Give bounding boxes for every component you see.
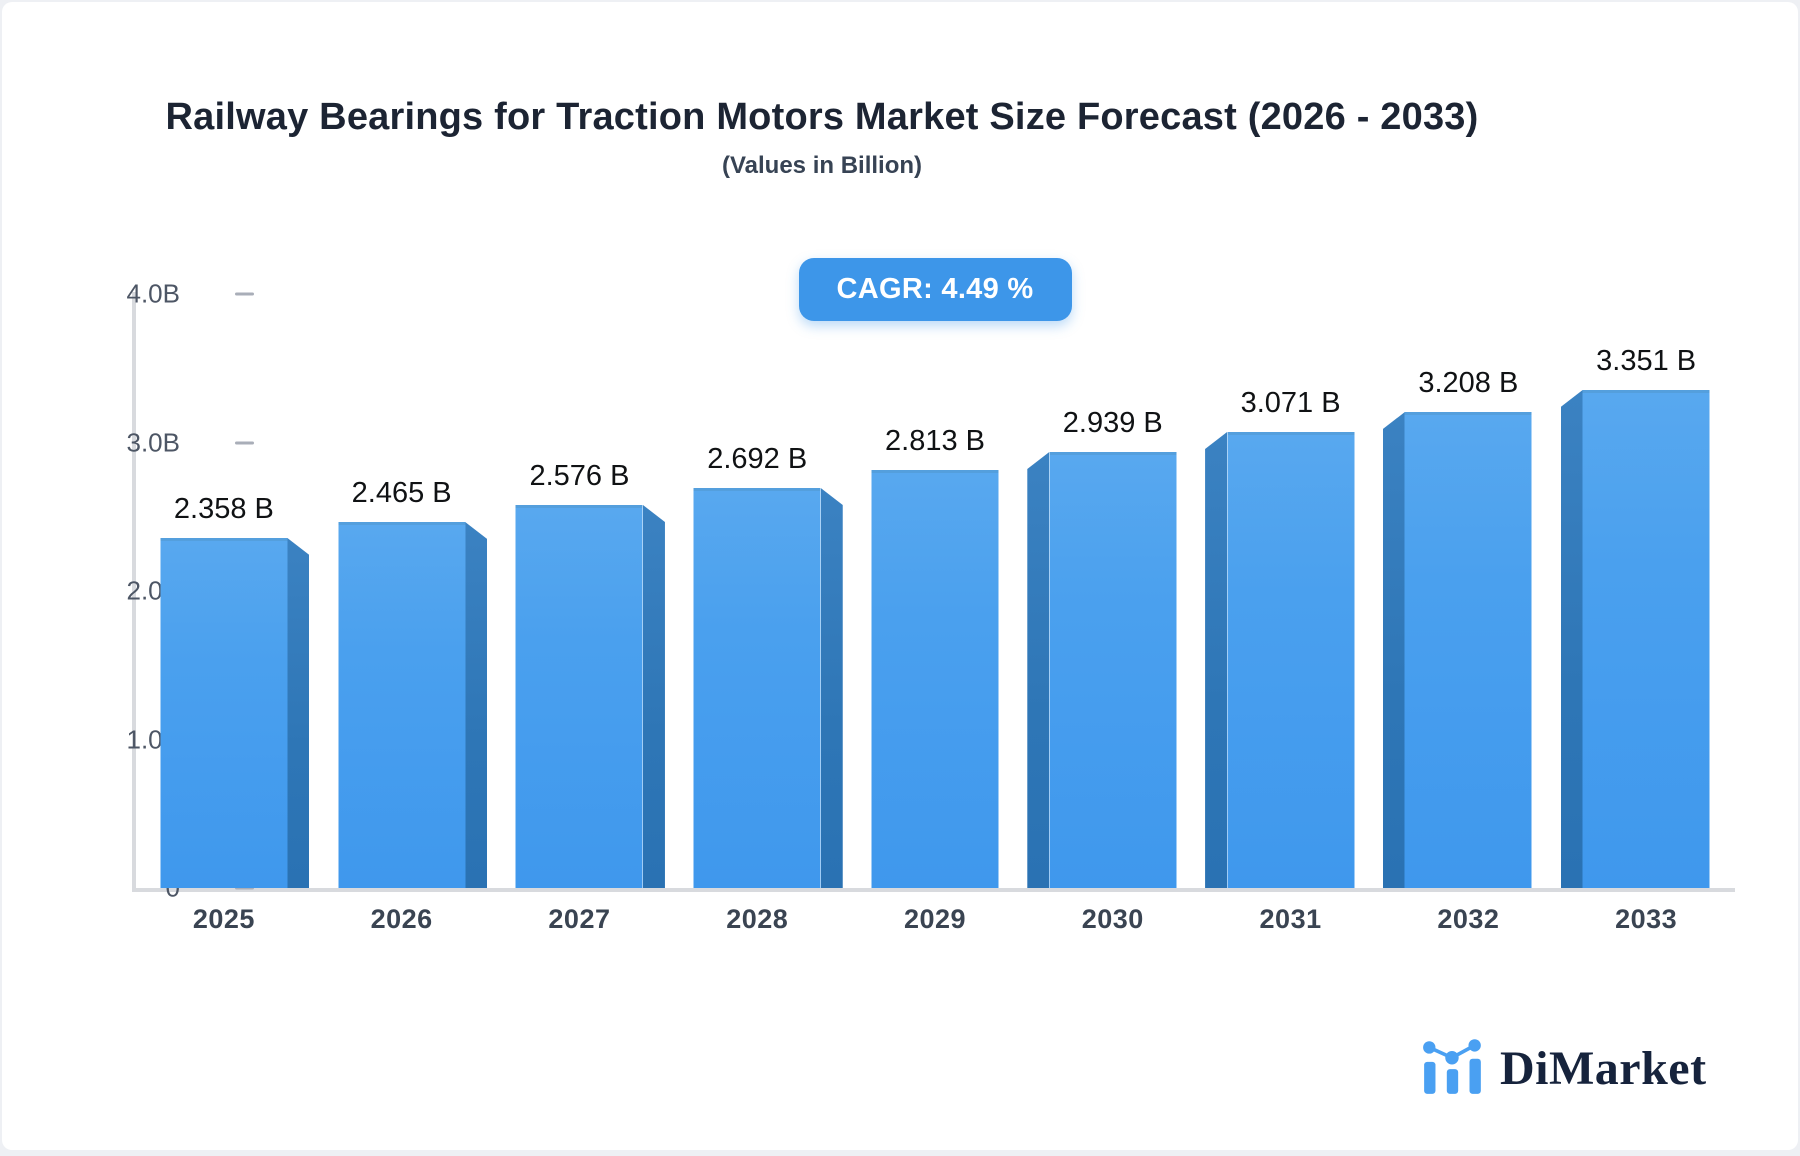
y-axis-line [132, 292, 136, 891]
bar-2025[interactable] [160, 538, 288, 888]
bar-slot-2033: 3.351 B 2033 [1557, 294, 1735, 934]
y-tick-dash [235, 292, 254, 296]
bar-2027[interactable] [515, 505, 643, 888]
brand-logo[interactable]: DiMarket [1420, 1036, 1707, 1101]
page-title: Railway Bearings for Traction Motors Mar… [165, 96, 1479, 138]
y-tick-dash [235, 886, 254, 890]
bar-2033[interactable] [1582, 390, 1710, 888]
bar-slot-2026: 2.465 B 2026 [313, 294, 491, 934]
x-axis-label-2033: 2033 [1615, 904, 1678, 934]
bar-value-label: 2.813 B [885, 425, 986, 457]
x-axis-label-2026: 2026 [370, 904, 433, 934]
x-axis-label-2030: 2030 [1081, 904, 1144, 934]
x-axis-label-2032: 2032 [1437, 904, 1500, 934]
bar-3d-side [465, 522, 488, 888]
cagr-badge: CAGR: 4.49 % [798, 258, 1072, 321]
bar-slot-2031: 3.071 B 2031 [1202, 294, 1380, 934]
bar-3d-side [1205, 432, 1228, 888]
bar-3d-side [820, 488, 843, 888]
chart-subtitle: (Values in Billion) [721, 152, 923, 179]
bar-slot-2027: 2.576 B 2027 [491, 294, 669, 934]
brand-chart-icon [1420, 1036, 1486, 1101]
x-axis-label-2025: 2025 [192, 904, 255, 934]
y-tick-label: 3.0B [126, 427, 181, 457]
bar-slot-2032: 3.208 B 2032 [1379, 294, 1557, 934]
x-axis-label-2031: 2031 [1259, 904, 1322, 934]
x-axis-label-2028: 2028 [726, 904, 789, 934]
x-axis-label-2027: 2027 [548, 904, 611, 934]
bar-value-label: 2.358 B [173, 493, 274, 525]
bar-3d-side [1027, 452, 1050, 888]
y-tick-label: 4.0B [126, 278, 181, 309]
cagr-badge-row: CAGR: 4.49 % [135, 258, 1735, 321]
bar-value-label: 2.576 B [529, 460, 630, 492]
bar-2029[interactable] [871, 470, 999, 888]
bar-value-label: 2.692 B [707, 443, 808, 475]
bar-2026[interactable] [338, 522, 466, 888]
bar-2031[interactable] [1227, 432, 1355, 888]
bars-container: 2.358 B 2025 2.465 B 2026 2.576 B 2027 2.692 B… [135, 294, 1735, 934]
bar-slot-2025: 2.358 B 2025 [135, 294, 313, 934]
bar-3d-side [1382, 412, 1405, 888]
brand-name: DiMarket [1500, 1042, 1707, 1095]
bar-slot-2029: 2.813 B 2029 [846, 294, 1024, 934]
bar-value-label: 2.465 B [351, 477, 452, 509]
bar-2028[interactable] [693, 488, 821, 888]
bar-slot-2030: 2.939 B 2030 [1024, 294, 1202, 934]
x-axis-line [132, 888, 1735, 892]
bar-slot-2028: 2.692 B 2028 [668, 294, 846, 934]
bar-value-label: 3.351 B [1596, 345, 1697, 377]
bar-2030[interactable] [1049, 452, 1177, 888]
bar-value-label: 3.208 B [1418, 367, 1519, 399]
bar-3d-side [287, 538, 310, 888]
bar-2032[interactable] [1404, 412, 1532, 888]
bar-value-label: 2.939 B [1062, 407, 1163, 439]
y-tick-dash [235, 441, 254, 444]
x-axis-label-2029: 2029 [903, 904, 967, 934]
bar-value-label: 3.071 B [1240, 387, 1341, 419]
bar-3d-side [1560, 390, 1583, 888]
bar-3d-side [642, 505, 665, 888]
